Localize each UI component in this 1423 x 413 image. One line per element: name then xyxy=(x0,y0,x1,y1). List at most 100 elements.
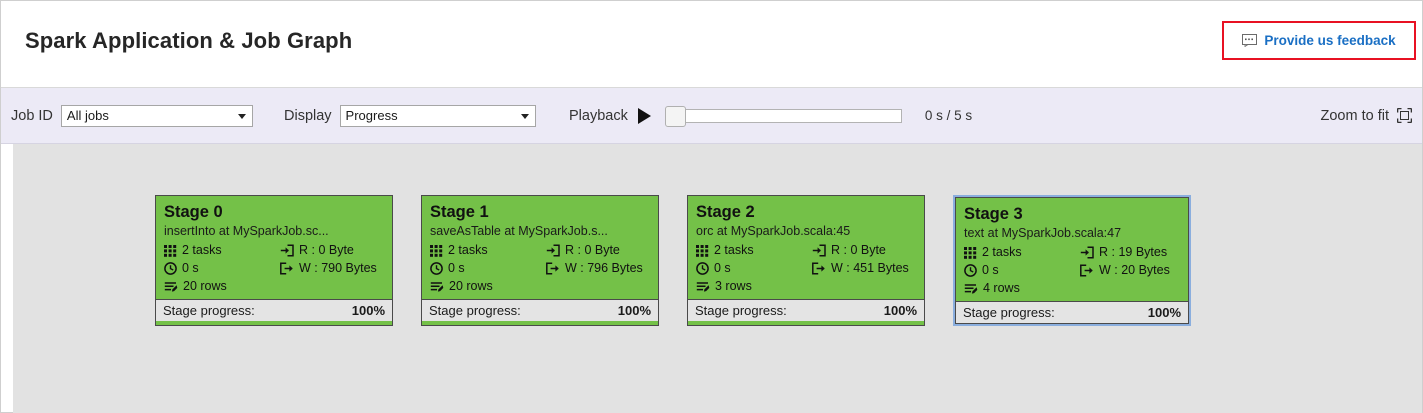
metric-rows-value: 20 rows xyxy=(183,279,227,293)
stage-subtitle: text at MySparkJob.scala:47 xyxy=(964,226,1122,240)
metric-read: R : 0 Byte xyxy=(812,243,916,257)
stage-progress-value: 100% xyxy=(351,303,385,318)
rows-pencil-icon xyxy=(430,280,444,293)
stage-title: Stage 1 xyxy=(430,203,489,221)
job-graph-canvas[interactable]: Stage 0 insertInto at MySparkJob.sc... 2… xyxy=(13,144,1422,413)
stage-subtitle: orc at MySparkJob.scala:45 xyxy=(696,224,851,238)
metric-tasks-value: 2 tasks xyxy=(982,245,1022,259)
chevron-down-icon xyxy=(520,113,529,119)
metric-duration-value: 0 s xyxy=(448,261,465,275)
metric-tasks: 2 tasks xyxy=(696,243,812,257)
toolbar: Job ID All jobs Display Progress Playbac… xyxy=(1,88,1422,144)
metric-write-value: W : 20 Bytes xyxy=(1099,263,1170,277)
stage-progress-value: 100% xyxy=(617,303,651,318)
metric-write-value: W : 790 Bytes xyxy=(299,261,377,275)
metric-duration-value: 0 s xyxy=(714,261,731,275)
stage-metrics: 2 tasks R : 0 Byte 0 s W : 796 Byte xyxy=(430,243,650,293)
metric-duration-value: 0 s xyxy=(982,263,999,277)
arrow-out-of-box-icon xyxy=(1080,263,1094,277)
playback-slider-handle[interactable] xyxy=(664,105,686,127)
metric-write: W : 790 Bytes xyxy=(280,261,384,275)
metric-duration: 0 s xyxy=(964,263,1080,277)
metric-tasks: 2 tasks xyxy=(964,245,1080,259)
stage-card[interactable]: Stage 2 orc at MySparkJob.scala:45 2 tas… xyxy=(687,195,925,326)
metric-read: R : 0 Byte xyxy=(546,243,650,257)
play-icon[interactable] xyxy=(637,107,651,124)
stage-progress-value: 100% xyxy=(1147,305,1181,320)
rows-pencil-icon xyxy=(696,280,710,293)
metric-read: R : 19 Bytes xyxy=(1080,245,1180,259)
stage-progress-bar: Stage progress: 100% xyxy=(688,299,924,321)
arrow-into-box-icon xyxy=(1080,245,1094,259)
metric-read: R : 0 Byte xyxy=(280,243,384,257)
chevron-down-icon xyxy=(237,113,246,119)
display-label: Display xyxy=(284,107,332,124)
zoom-to-fit-control[interactable]: Zoom to fit xyxy=(1321,108,1413,124)
stage-progress-bar: Stage progress: 100% xyxy=(422,299,658,321)
stage-card-selected[interactable]: Stage 3 text at MySparkJob.scala:47 2 ta… xyxy=(953,195,1191,326)
stage-progress-label: Stage progress: xyxy=(963,305,1055,320)
stage-progress-bar: Stage progress: 100% xyxy=(956,301,1188,323)
speech-bubble-icon xyxy=(1242,34,1258,48)
fit-screen-icon[interactable] xyxy=(1396,107,1413,124)
stage-body: Stage 2 orc at MySparkJob.scala:45 2 tas… xyxy=(688,196,924,299)
display-select[interactable]: Progress xyxy=(339,104,536,127)
metric-duration-value: 0 s xyxy=(182,261,199,275)
arrow-out-of-box-icon xyxy=(812,261,826,275)
stage-body: Stage 0 insertInto at MySparkJob.sc... 2… xyxy=(156,196,392,299)
metric-tasks-value: 2 tasks xyxy=(714,243,754,257)
stage-body: Stage 3 text at MySparkJob.scala:47 2 ta… xyxy=(956,198,1188,301)
stage-card-list: Stage 0 insertInto at MySparkJob.sc... 2… xyxy=(155,195,1191,326)
stage-body: Stage 1 saveAsTable at MySparkJob.s... 2… xyxy=(422,196,658,299)
page-header: Spark Application & Job Graph Provide us… xyxy=(1,1,1422,88)
job-id-select[interactable]: All jobs xyxy=(60,104,253,127)
metric-duration: 0 s xyxy=(696,261,812,275)
arrow-out-of-box-icon xyxy=(280,261,294,275)
stage-progress-label: Stage progress: xyxy=(695,303,787,318)
clock-icon xyxy=(696,261,709,275)
stage-progress-label: Stage progress: xyxy=(163,303,255,318)
stage-subtitle: saveAsTable at MySparkJob.s... xyxy=(430,224,608,238)
job-id-control-group: Job ID All jobs xyxy=(11,104,253,127)
dot-grid-icon xyxy=(964,246,977,259)
metric-tasks: 2 tasks xyxy=(164,243,280,257)
metric-write: W : 451 Bytes xyxy=(812,261,916,275)
metric-rows-value: 3 rows xyxy=(715,279,752,293)
playback-time: 0 s / 5 s xyxy=(924,108,973,123)
metric-tasks-value: 2 tasks xyxy=(448,243,488,257)
stage-metrics: 2 tasks R : 0 Byte 0 s W : 790 Byte xyxy=(164,243,384,293)
arrow-into-box-icon xyxy=(546,243,560,257)
feedback-label: Provide us feedback xyxy=(1264,33,1396,48)
arrow-into-box-icon xyxy=(280,243,294,257)
display-value: Progress xyxy=(345,108,398,123)
display-control-group: Display Progress xyxy=(284,104,536,127)
metric-read-value: R : 0 Byte xyxy=(565,243,620,257)
metric-read-value: R : 0 Byte xyxy=(831,243,886,257)
playback-slider[interactable] xyxy=(664,105,903,127)
metric-read-value: R : 19 Bytes xyxy=(1099,245,1168,259)
playback-control-group: Playback 0 s / 5 s xyxy=(569,105,973,127)
dot-grid-icon xyxy=(430,244,443,257)
stage-title: Stage 2 xyxy=(696,203,755,221)
metric-write-value: W : 451 Bytes xyxy=(831,261,909,275)
arrow-into-box-icon xyxy=(812,243,826,257)
metric-tasks: 2 tasks xyxy=(430,243,546,257)
dot-grid-icon xyxy=(696,244,709,257)
dot-grid-icon xyxy=(164,244,177,257)
clock-icon xyxy=(430,261,443,275)
metric-write: W : 796 Bytes xyxy=(546,261,650,275)
metric-rows: 20 rows xyxy=(164,279,280,293)
provide-feedback-link[interactable]: Provide us feedback xyxy=(1242,33,1396,48)
metric-rows: 20 rows xyxy=(430,279,546,293)
stage-card[interactable]: Stage 0 insertInto at MySparkJob.sc... 2… xyxy=(155,195,393,326)
playback-label: Playback xyxy=(569,107,628,124)
arrow-out-of-box-icon xyxy=(546,261,560,275)
metric-rows: 4 rows xyxy=(964,281,1080,295)
job-id-label: Job ID xyxy=(11,107,53,124)
stage-card[interactable]: Stage 1 saveAsTable at MySparkJob.s... 2… xyxy=(421,195,659,326)
playback-slider-track[interactable] xyxy=(683,108,902,123)
job-id-value: All jobs xyxy=(66,108,109,123)
page-title: Spark Application & Job Graph xyxy=(25,28,353,53)
metric-rows-value: 20 rows xyxy=(449,279,493,293)
